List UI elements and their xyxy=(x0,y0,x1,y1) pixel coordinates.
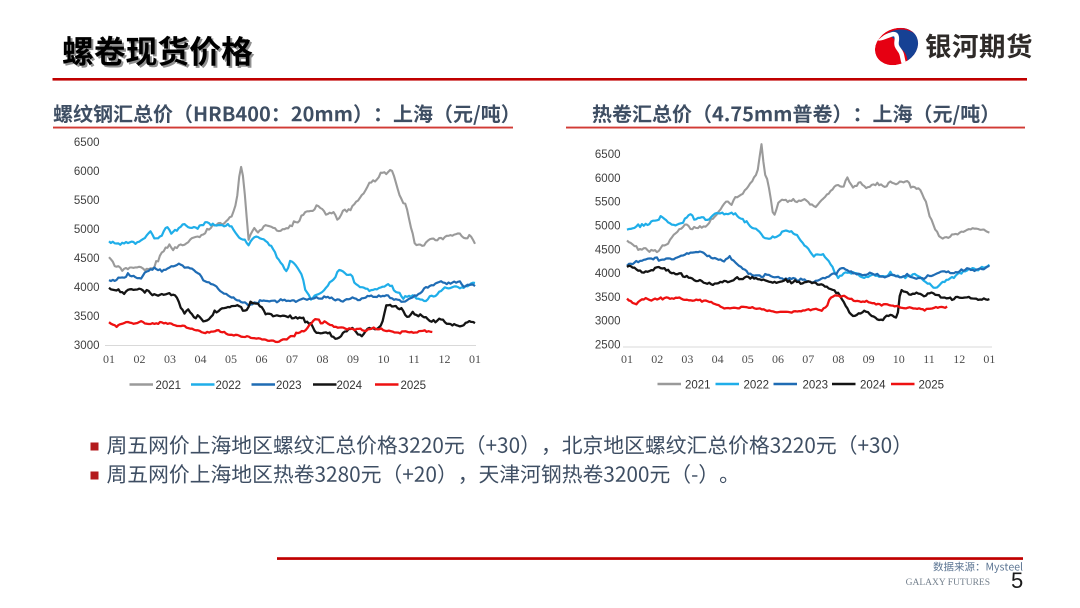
svg-text:2024: 2024 xyxy=(337,380,363,392)
svg-text:6500: 6500 xyxy=(74,137,100,149)
svg-text:01: 01 xyxy=(103,352,115,366)
svg-text:02: 02 xyxy=(134,352,146,366)
svg-text:11: 11 xyxy=(408,352,420,366)
svg-text:6000: 6000 xyxy=(74,166,100,178)
svg-text:03: 03 xyxy=(681,352,693,366)
svg-text:6000: 6000 xyxy=(595,173,621,185)
svg-text:12: 12 xyxy=(439,352,451,366)
svg-text:05: 05 xyxy=(225,352,237,366)
svg-text:2022: 2022 xyxy=(216,380,242,392)
svg-text:5500: 5500 xyxy=(595,197,621,209)
svg-text:08: 08 xyxy=(317,352,329,366)
svg-text:3000: 3000 xyxy=(595,316,621,328)
svg-text:04: 04 xyxy=(712,352,724,366)
svg-text:06: 06 xyxy=(256,352,268,366)
svg-text:2023: 2023 xyxy=(803,380,829,392)
svg-text:02: 02 xyxy=(651,352,663,366)
svg-text:07: 07 xyxy=(286,352,298,366)
svg-text:3500: 3500 xyxy=(74,311,100,323)
svg-text:5000: 5000 xyxy=(74,224,100,236)
svg-text:01: 01 xyxy=(621,352,633,366)
svg-text:09: 09 xyxy=(347,352,359,366)
svg-text:2023: 2023 xyxy=(276,380,302,392)
svg-text:04: 04 xyxy=(195,352,207,366)
svg-text:2021: 2021 xyxy=(156,380,182,392)
svg-text:3000: 3000 xyxy=(74,340,100,352)
svg-text:4000: 4000 xyxy=(74,282,100,294)
svg-text:6500: 6500 xyxy=(595,149,621,161)
svg-text:2024: 2024 xyxy=(860,380,886,392)
svg-text:2021: 2021 xyxy=(685,380,711,392)
svg-text:11: 11 xyxy=(923,352,935,366)
svg-text:01: 01 xyxy=(983,352,995,366)
svg-text:4500: 4500 xyxy=(74,253,100,265)
svg-text:2500: 2500 xyxy=(595,340,621,352)
svg-text:2025: 2025 xyxy=(919,380,945,392)
svg-text:01: 01 xyxy=(469,352,481,366)
svg-text:2022: 2022 xyxy=(744,380,770,392)
svg-text:10: 10 xyxy=(378,352,390,366)
svg-text:12: 12 xyxy=(953,352,965,366)
svg-text:2025: 2025 xyxy=(401,380,427,392)
svg-text:06: 06 xyxy=(772,352,784,366)
svg-text:5000: 5000 xyxy=(595,221,621,233)
svg-text:10: 10 xyxy=(893,352,905,366)
svg-text:03: 03 xyxy=(164,352,176,366)
svg-text:09: 09 xyxy=(863,352,875,366)
svg-text:4000: 4000 xyxy=(595,268,621,280)
svg-text:3500: 3500 xyxy=(595,292,621,304)
svg-text:5500: 5500 xyxy=(74,195,100,207)
svg-text:4500: 4500 xyxy=(595,244,621,256)
svg-text:07: 07 xyxy=(802,352,814,366)
svg-text:08: 08 xyxy=(832,352,844,366)
svg-text:05: 05 xyxy=(742,352,754,366)
